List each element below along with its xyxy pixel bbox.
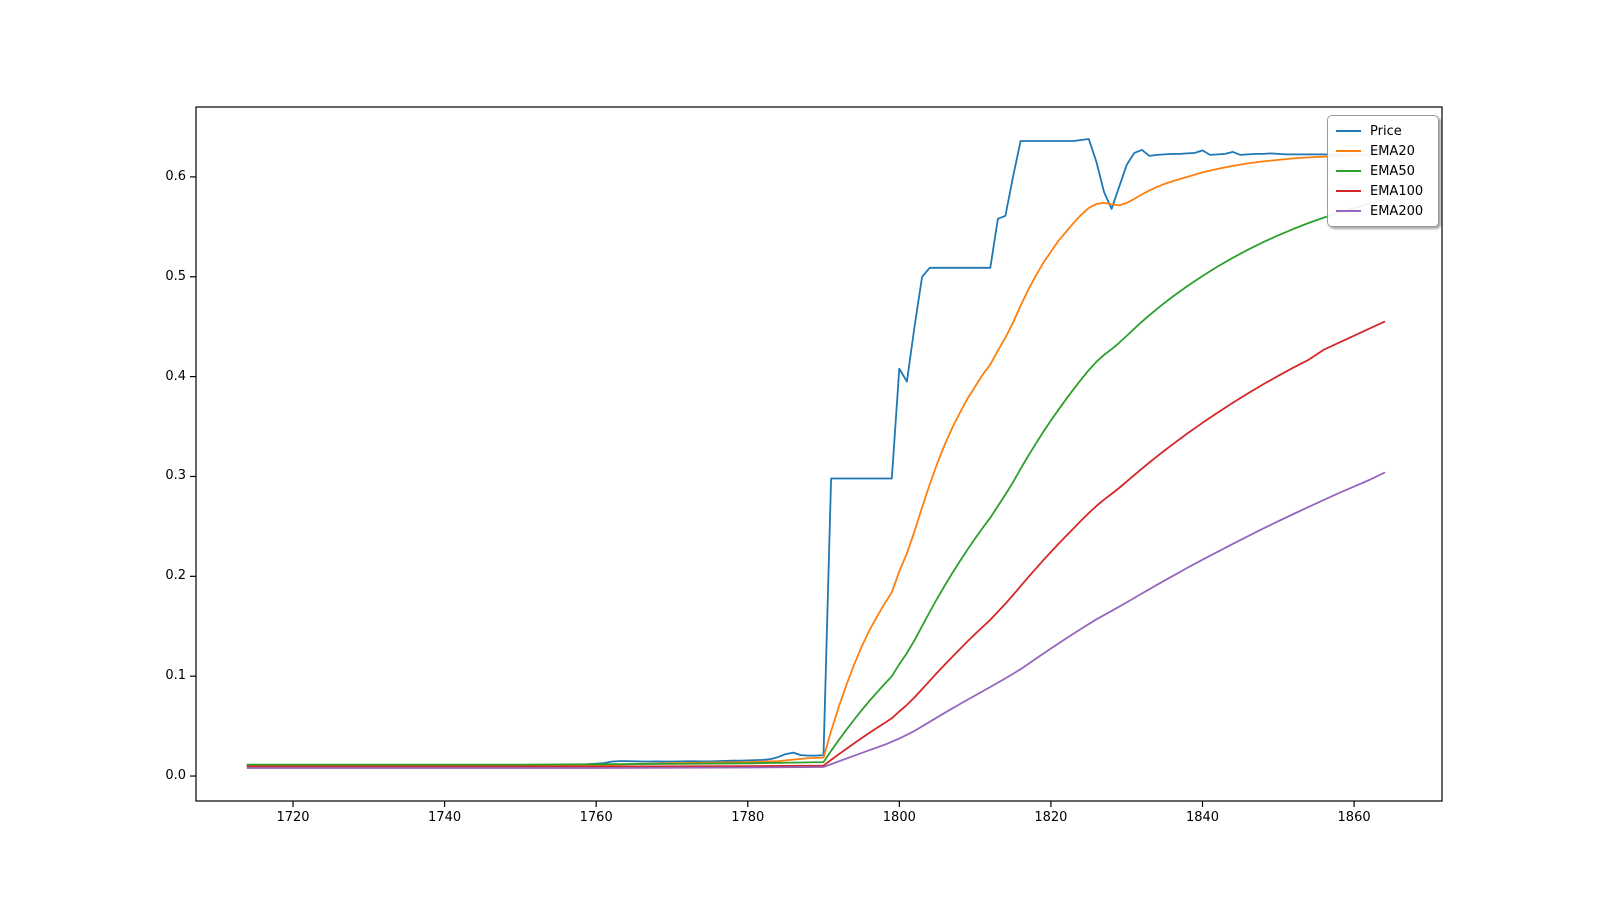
x-tick-label: 1840 <box>1185 810 1220 825</box>
x-tick-label: 1820 <box>1034 810 1068 825</box>
legend-line-swatch-ema200 <box>1336 210 1361 212</box>
legend-item-ema20: EMA20 <box>1336 141 1430 161</box>
y-tick-label: 0.6 <box>165 168 186 184</box>
series-line-price <box>246 138 1386 767</box>
axes-frame <box>195 106 1443 802</box>
y-tick-label: 0.2 <box>165 568 186 584</box>
legend-line-swatch-price <box>1336 130 1361 132</box>
x-tick-label: 1760 <box>579 810 613 825</box>
legend-line-swatch-ema50 <box>1336 170 1361 172</box>
x-tick-label: 1780 <box>731 810 765 825</box>
series-line-ema50 <box>246 199 1386 766</box>
legend-label: EMA20 <box>1370 143 1415 159</box>
legend-line-swatch-ema20 <box>1336 150 1361 152</box>
series-line-ema200 <box>246 471 1386 769</box>
legend-item-ema100: EMA100 <box>1336 181 1430 201</box>
x-tick-label: 1740 <box>428 810 462 825</box>
x-tick-label: 1720 <box>276 810 310 825</box>
series-line-ema100 <box>246 320 1386 768</box>
legend-item-price: Price <box>1336 121 1430 141</box>
legend-item-ema200: EMA200 <box>1336 201 1430 221</box>
x-tick-label: 1860 <box>1337 810 1371 825</box>
legend: Price EMA20 EMA50 EMA100 EMA200 <box>1327 115 1439 227</box>
y-tick-label: 0.3 <box>165 468 186 484</box>
legend-label: EMA50 <box>1370 163 1415 179</box>
y-tick-label: 0.0 <box>165 768 186 784</box>
y-tick-label: 0.5 <box>165 268 186 284</box>
x-tick-label: 1800 <box>882 810 916 825</box>
y-tick-label: 0.1 <box>165 668 186 684</box>
legend-item-ema50: EMA50 <box>1336 161 1430 181</box>
y-tick-label: 0.4 <box>165 368 186 384</box>
legend-label: Price <box>1370 123 1402 139</box>
legend-label: EMA100 <box>1370 183 1424 199</box>
legend-line-swatch-ema100 <box>1336 190 1361 192</box>
series-line-ema20 <box>246 153 1386 767</box>
legend-label: EMA200 <box>1370 203 1424 219</box>
